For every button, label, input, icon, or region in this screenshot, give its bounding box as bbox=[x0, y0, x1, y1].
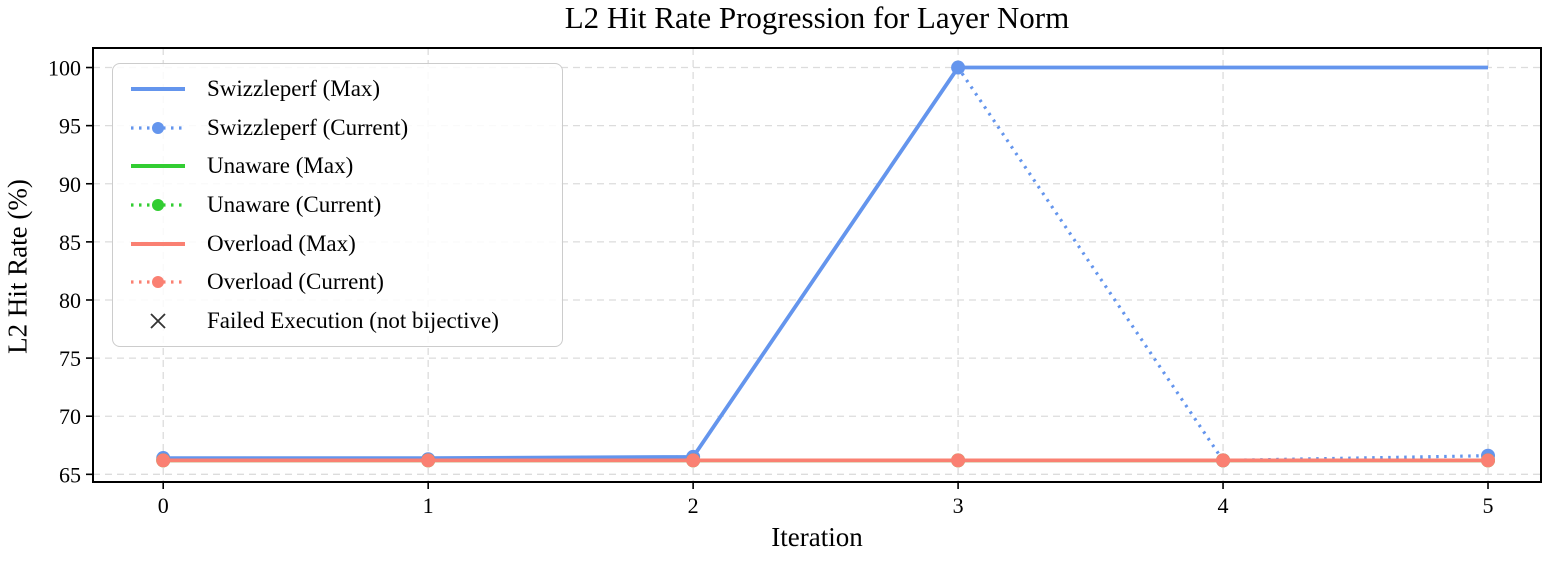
legend-item: Overload (Max) bbox=[129, 226, 562, 262]
dotted-line-marker-swatch-icon bbox=[131, 276, 185, 289]
legend-item: Failed Execution (not bijective) bbox=[129, 303, 562, 339]
data-point-marker bbox=[1216, 453, 1231, 468]
legend: Swizzleperf (Max) Swizzleperf (Current) Un… bbox=[112, 63, 563, 347]
solid-line-swatch-icon bbox=[131, 241, 185, 246]
x-tick-label: 3 bbox=[953, 493, 964, 518]
x-tick-label: 2 bbox=[688, 493, 699, 518]
x-tick-label: 0 bbox=[158, 493, 169, 518]
x-tick-label: 4 bbox=[1218, 493, 1229, 518]
legend-item: Swizzleperf (Current) bbox=[129, 110, 562, 146]
data-point-marker bbox=[1481, 453, 1496, 468]
x-axis-label: Iteration bbox=[771, 522, 863, 552]
legend-item-label: Unaware (Current) bbox=[207, 191, 382, 217]
data-point-marker bbox=[951, 60, 966, 75]
y-tick-label: 90 bbox=[59, 172, 81, 197]
legend-item-label: Swizzleperf (Max) bbox=[207, 76, 381, 102]
y-tick-label: 100 bbox=[48, 56, 81, 81]
legend-item: Unaware (Current) bbox=[129, 187, 562, 223]
legend-item-label: Overload (Current) bbox=[207, 269, 384, 295]
chart-title: L2 Hit Rate Progression for Layer Norm bbox=[564, 0, 1070, 35]
legend-item: Overload (Current) bbox=[129, 264, 562, 300]
dotted-line-marker-swatch-icon bbox=[131, 121, 185, 134]
data-point-marker bbox=[156, 453, 171, 468]
y-tick-label: 70 bbox=[59, 404, 81, 429]
legend-item-label: Swizzleperf (Current) bbox=[207, 114, 409, 140]
data-point-marker bbox=[951, 453, 966, 468]
x-tick-label: 5 bbox=[1483, 493, 1494, 518]
data-point-marker bbox=[421, 453, 436, 468]
y-tick-label: 85 bbox=[59, 230, 81, 255]
y-tick-label: 95 bbox=[59, 114, 81, 139]
solid-line-swatch-icon bbox=[131, 164, 185, 169]
x-marker-icon bbox=[150, 313, 166, 329]
solid-line-swatch-icon bbox=[131, 87, 185, 92]
x-tick-label: 1 bbox=[423, 493, 434, 518]
series-line bbox=[163, 65, 1488, 460]
y-tick-label: 65 bbox=[59, 462, 81, 487]
legend-item: Unaware (Max) bbox=[129, 148, 562, 184]
dotted-line-marker-swatch-icon bbox=[131, 198, 185, 211]
legend-item-label: Failed Execution (not bijective) bbox=[207, 307, 499, 333]
legend-item-label: Overload (Max) bbox=[207, 230, 356, 256]
y-tick-label: 80 bbox=[59, 288, 81, 313]
y-tick-label: 75 bbox=[59, 346, 81, 371]
axes-frame bbox=[92, 47, 1542, 483]
legend-item-label: Unaware (Max) bbox=[207, 153, 354, 179]
data-point-marker bbox=[686, 453, 701, 468]
legend-item: Swizzleperf (Max) bbox=[129, 71, 562, 107]
